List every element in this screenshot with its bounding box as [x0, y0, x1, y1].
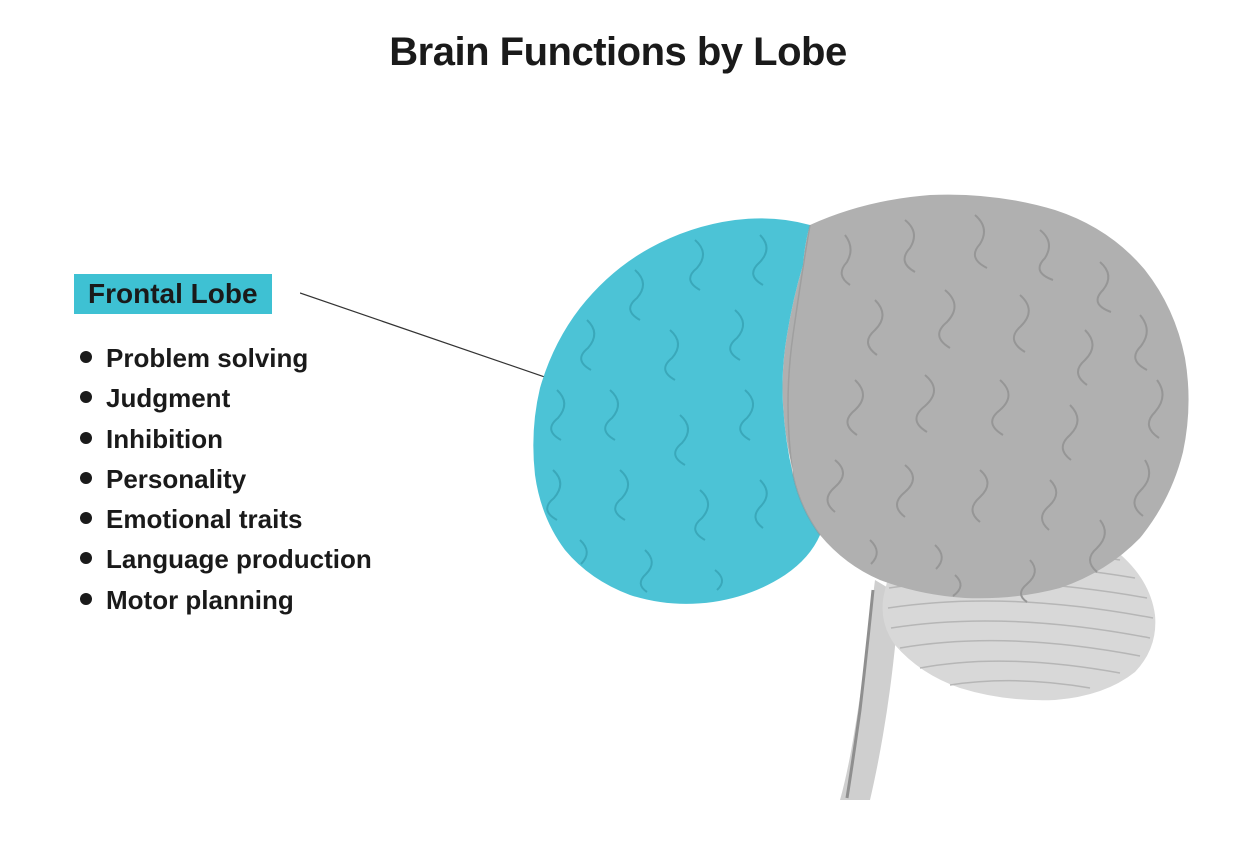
- other-lobes: [783, 195, 1189, 602]
- lobe-label: Frontal Lobe: [74, 274, 272, 314]
- frontal-lobe: [533, 218, 820, 604]
- function-item: Problem solving: [80, 338, 372, 378]
- function-list: Problem solving Judgment Inhibition Pers…: [80, 338, 372, 620]
- function-item: Motor planning: [80, 580, 372, 620]
- function-item: Inhibition: [80, 419, 372, 459]
- function-item: Language production: [80, 539, 372, 579]
- function-item: Emotional traits: [80, 499, 372, 539]
- function-item: Personality: [80, 459, 372, 499]
- function-item: Judgment: [80, 378, 372, 418]
- page-title: Brain Functions by Lobe: [389, 30, 846, 75]
- brain-diagram: [475, 180, 1215, 820]
